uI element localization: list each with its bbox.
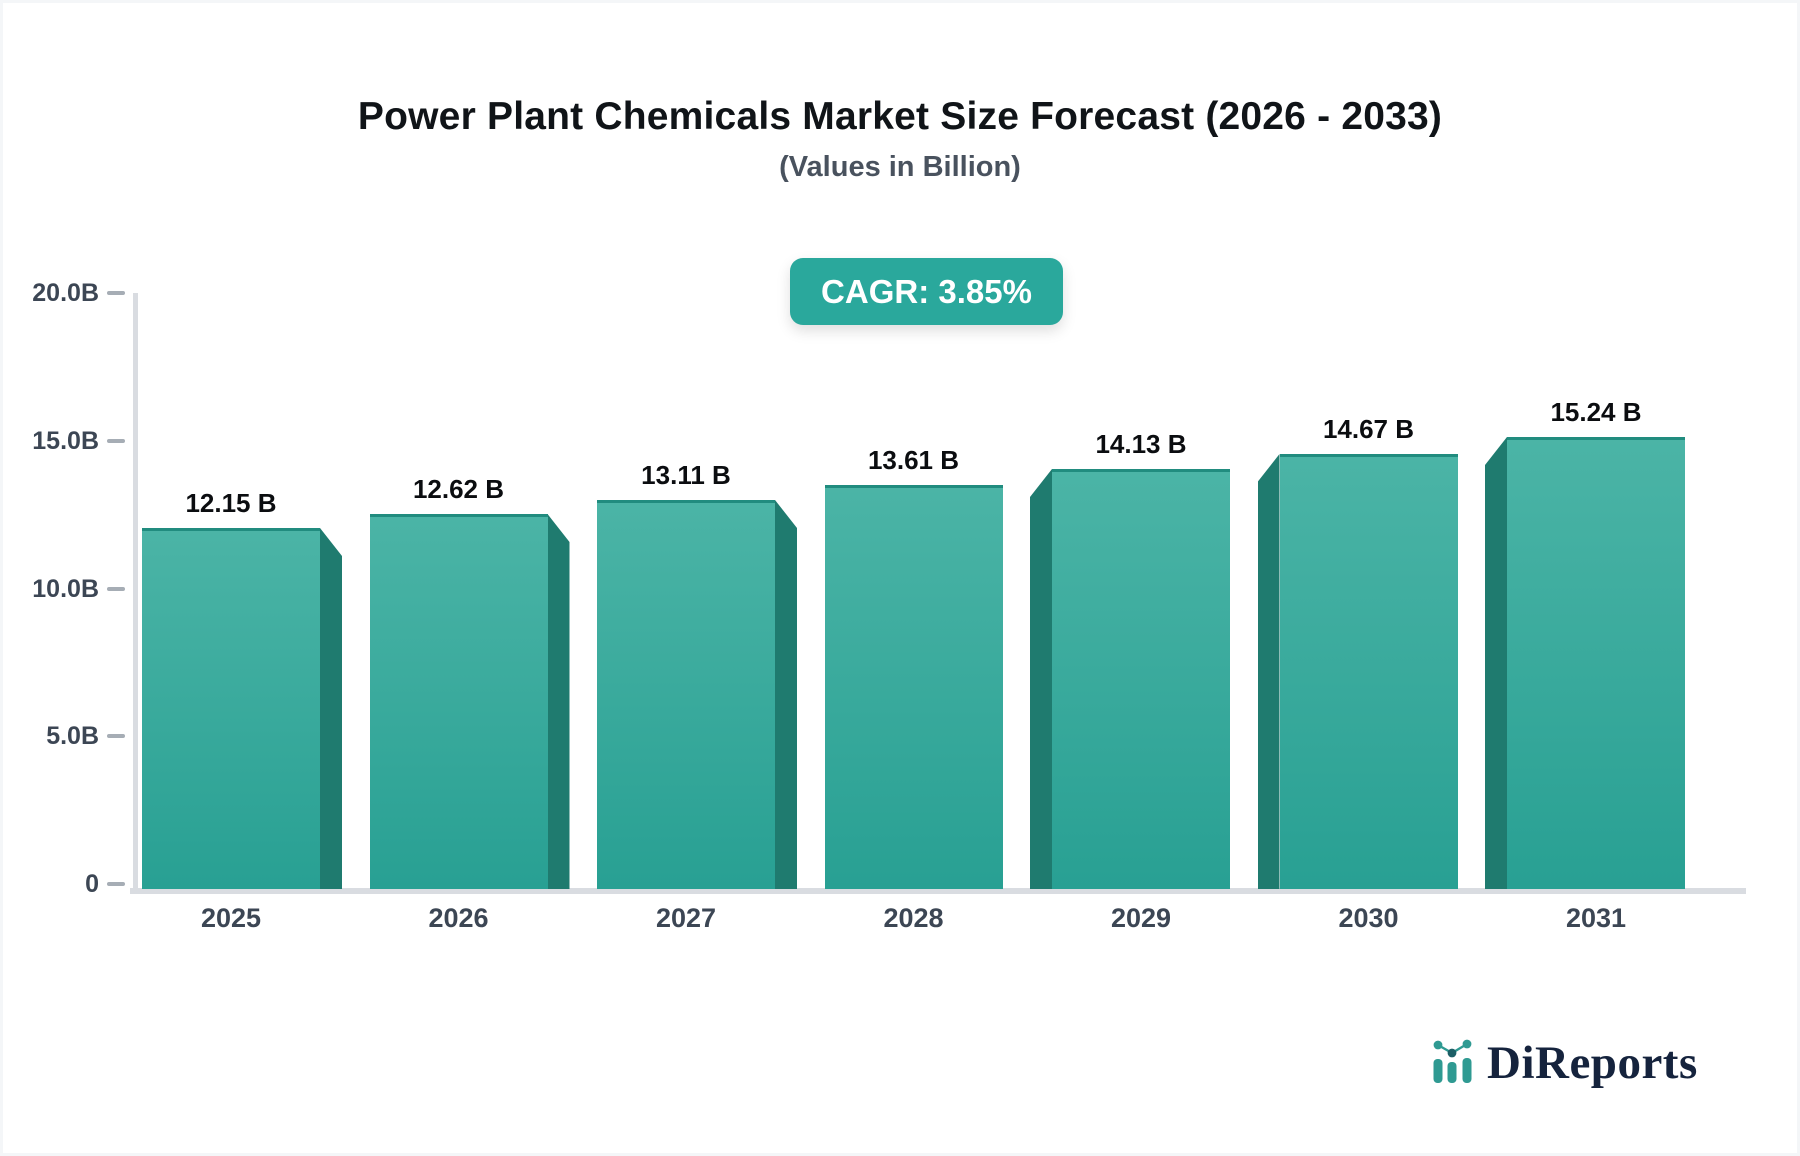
y-tick-label: 15.0B — [32, 426, 99, 455]
bar-value-label: 12.15 B — [185, 488, 277, 518]
bar-value-label: 13.11 B — [641, 460, 731, 490]
bar-value-label: 12.62 B — [412, 474, 505, 504]
bar-side-3d — [1485, 437, 1507, 889]
bar-2025 — [142, 528, 320, 889]
bar-side-3d — [547, 514, 570, 889]
y-tick-label: 0 — [85, 870, 99, 898]
cagr-badge: CAGR: 3.85% — [790, 258, 1063, 325]
y-tick-label: 5.0B — [46, 722, 99, 751]
bar-2031 — [1507, 437, 1685, 889]
x-tick-label-2026: 2026 — [428, 903, 489, 933]
mini-bar-line-chart-icon — [1433, 1039, 1472, 1083]
bar-2028 — [824, 485, 1003, 889]
bar-value-label: 15.24 B — [1550, 397, 1642, 427]
bar-2030 — [1279, 454, 1458, 889]
y-tick-mark — [107, 291, 125, 295]
x-tick-label-2028: 2028 — [883, 903, 944, 933]
bar-value-label: 13.61 B — [867, 445, 960, 475]
brand-logo-text: DiReports — [1487, 1037, 1698, 1090]
bar-side-3d — [320, 528, 342, 889]
y-tick-mark — [107, 882, 125, 886]
x-tick-label-2027: 2027 — [655, 903, 717, 933]
y-tick-mark — [107, 734, 125, 739]
bar-2029 — [1052, 469, 1230, 889]
bar-value-label: 14.67 B — [1322, 414, 1415, 444]
bar-value-label: 14.13 B — [1095, 429, 1187, 459]
bar-side-3d — [775, 500, 797, 889]
bar-2027 — [597, 500, 775, 889]
x-axis-baseline — [130, 888, 1746, 894]
y-tick-label: 10.0B — [32, 574, 99, 603]
brand-logo: DiReports — [1431, 1035, 1698, 1090]
bar-2026 — [369, 514, 548, 889]
x-tick-label-2029: 2029 — [1110, 903, 1172, 933]
y-tick-mark — [107, 586, 125, 591]
bar-side-3d — [1030, 469, 1052, 889]
y-tick-mark — [107, 438, 125, 443]
chart-subtitle: (Values in Billion) — [779, 151, 1021, 183]
x-tick-label-2025: 2025 — [200, 903, 262, 933]
x-tick-label-2030: 2030 — [1338, 903, 1399, 933]
chart-title: Power Plant Chemicals Market Size Foreca… — [357, 95, 1443, 138]
bar-side-3d — [1257, 454, 1280, 889]
x-tick-label-2031: 2031 — [1565, 903, 1627, 933]
y-axis-line — [133, 293, 138, 888]
y-tick-label: 20.0B — [32, 279, 99, 307]
cagr-badge-label: CAGR: 3.85% — [821, 272, 1032, 310]
